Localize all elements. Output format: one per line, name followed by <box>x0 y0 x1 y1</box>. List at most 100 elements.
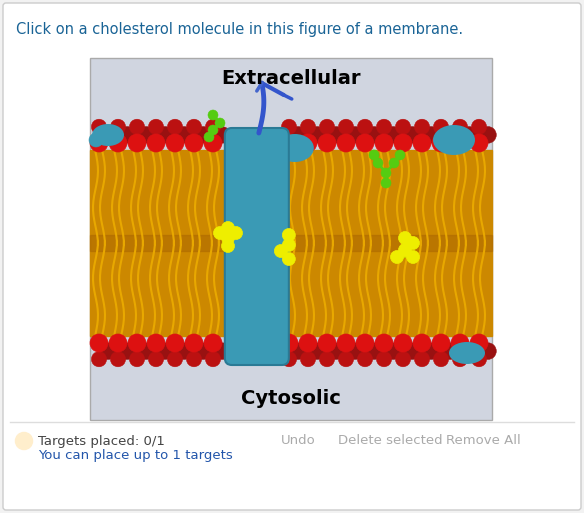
Circle shape <box>176 127 192 143</box>
Circle shape <box>369 150 379 160</box>
Circle shape <box>194 127 211 143</box>
Circle shape <box>453 119 468 134</box>
Circle shape <box>176 343 192 360</box>
Circle shape <box>432 134 450 152</box>
Circle shape <box>280 334 298 352</box>
Text: Extracellular: Extracellular <box>221 69 361 88</box>
Circle shape <box>109 334 127 352</box>
Circle shape <box>375 134 393 152</box>
Circle shape <box>404 127 420 143</box>
Circle shape <box>318 134 336 152</box>
Circle shape <box>338 351 354 367</box>
Circle shape <box>166 134 184 152</box>
Circle shape <box>185 134 203 152</box>
Circle shape <box>451 134 469 152</box>
Circle shape <box>282 228 296 242</box>
Circle shape <box>138 127 154 143</box>
Text: Remove All: Remove All <box>446 435 520 447</box>
Circle shape <box>376 351 392 367</box>
Circle shape <box>91 119 107 134</box>
Circle shape <box>299 334 317 352</box>
Circle shape <box>138 343 154 360</box>
Circle shape <box>148 351 164 367</box>
Circle shape <box>147 134 165 152</box>
Circle shape <box>366 343 383 360</box>
Ellipse shape <box>276 134 314 162</box>
Circle shape <box>394 134 412 152</box>
Circle shape <box>385 343 401 360</box>
FancyBboxPatch shape <box>3 3 581 510</box>
Circle shape <box>404 343 420 360</box>
Circle shape <box>319 351 335 367</box>
Text: Click on a cholesterol molecule in this figure of a membrane.: Click on a cholesterol molecule in this … <box>16 22 463 37</box>
FancyBboxPatch shape <box>225 128 289 365</box>
Circle shape <box>453 351 468 367</box>
Circle shape <box>328 127 345 143</box>
Ellipse shape <box>92 124 124 146</box>
Circle shape <box>129 119 145 134</box>
Circle shape <box>433 119 449 134</box>
Circle shape <box>471 351 486 367</box>
Circle shape <box>337 134 355 152</box>
Circle shape <box>109 134 127 152</box>
Circle shape <box>356 134 374 152</box>
Circle shape <box>461 343 477 360</box>
Bar <box>90 150 492 336</box>
Circle shape <box>376 119 392 134</box>
Circle shape <box>148 119 164 134</box>
Circle shape <box>214 227 227 240</box>
Circle shape <box>406 236 419 249</box>
Circle shape <box>356 334 374 352</box>
Circle shape <box>395 119 411 134</box>
Circle shape <box>366 127 383 143</box>
Circle shape <box>357 351 373 367</box>
Circle shape <box>479 127 496 143</box>
Circle shape <box>357 119 373 134</box>
Circle shape <box>110 119 126 134</box>
Circle shape <box>299 134 317 152</box>
Circle shape <box>230 227 242 240</box>
Ellipse shape <box>449 342 485 364</box>
Text: Cytosolic: Cytosolic <box>241 388 341 407</box>
Circle shape <box>221 231 235 245</box>
Circle shape <box>347 127 363 143</box>
Bar <box>90 58 492 420</box>
Circle shape <box>373 158 383 168</box>
Circle shape <box>186 351 201 367</box>
Circle shape <box>129 351 145 367</box>
Circle shape <box>389 158 399 168</box>
Circle shape <box>90 334 108 352</box>
Circle shape <box>415 119 430 134</box>
Circle shape <box>221 240 235 252</box>
Circle shape <box>413 334 431 352</box>
Circle shape <box>300 351 315 367</box>
Circle shape <box>100 343 116 360</box>
Circle shape <box>128 134 146 152</box>
Circle shape <box>204 134 222 152</box>
Circle shape <box>119 343 135 360</box>
Circle shape <box>119 127 135 143</box>
Circle shape <box>214 127 230 143</box>
Circle shape <box>281 119 297 134</box>
Circle shape <box>406 250 419 264</box>
Circle shape <box>385 127 401 143</box>
Circle shape <box>215 118 225 128</box>
Circle shape <box>338 119 354 134</box>
Circle shape <box>16 433 32 448</box>
Circle shape <box>309 343 325 360</box>
Circle shape <box>423 343 439 360</box>
Text: Undo: Undo <box>281 435 315 447</box>
Circle shape <box>168 119 183 134</box>
Circle shape <box>204 132 214 142</box>
Circle shape <box>432 334 450 352</box>
Circle shape <box>309 127 325 143</box>
Circle shape <box>147 334 165 352</box>
Circle shape <box>471 119 486 134</box>
Circle shape <box>398 231 412 245</box>
Circle shape <box>319 119 335 134</box>
Circle shape <box>423 127 439 143</box>
Circle shape <box>391 250 404 264</box>
Circle shape <box>290 127 306 143</box>
Circle shape <box>90 134 108 152</box>
Circle shape <box>89 133 103 147</box>
